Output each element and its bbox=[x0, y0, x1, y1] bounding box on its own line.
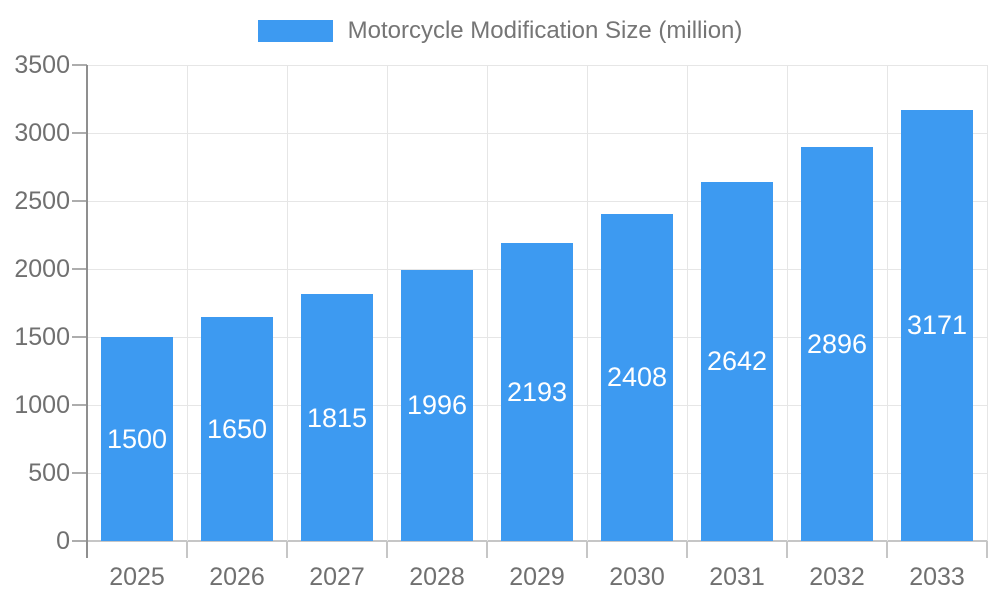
x-gridline bbox=[587, 65, 588, 541]
bar-value-label: 2193 bbox=[506, 376, 568, 407]
bar-value-label: 1996 bbox=[406, 390, 468, 421]
x-gridline bbox=[787, 65, 788, 541]
y-tick-label: 1000 bbox=[14, 391, 70, 419]
x-gridline bbox=[687, 65, 688, 541]
x-gridline bbox=[887, 65, 888, 541]
x-axis-tick bbox=[386, 541, 388, 558]
y-axis-line bbox=[86, 65, 88, 558]
bar bbox=[101, 337, 173, 541]
legend-swatch bbox=[257, 20, 333, 42]
y-tick-label: 2500 bbox=[14, 187, 70, 215]
x-tick-label: 2025 bbox=[109, 563, 165, 591]
bar-value-label: 1815 bbox=[306, 402, 368, 433]
x-gridline bbox=[487, 65, 488, 541]
y-axis-tick bbox=[72, 268, 87, 270]
x-axis-tick bbox=[286, 541, 288, 558]
bar-value-label: 1650 bbox=[206, 413, 268, 444]
x-axis-tick bbox=[586, 541, 588, 558]
bar bbox=[601, 213, 673, 541]
x-gridline bbox=[387, 65, 388, 541]
x-tick-label: 2031 bbox=[709, 563, 765, 591]
bar-value-label: 2408 bbox=[606, 362, 668, 393]
y-axis-tick bbox=[72, 64, 87, 66]
x-tick-label: 2029 bbox=[509, 563, 565, 591]
chart-legend: Motorcycle Modification Size (million) bbox=[0, 17, 1000, 45]
bar-value-label: 1500 bbox=[106, 424, 168, 454]
y-axis-tick bbox=[72, 132, 87, 134]
y-tick-label: 3000 bbox=[14, 119, 70, 147]
x-tick-label: 2033 bbox=[909, 563, 965, 591]
y-axis-tick bbox=[72, 472, 87, 474]
y-tick-label: 500 bbox=[28, 459, 70, 487]
bar bbox=[401, 269, 473, 541]
x-tick-label: 2027 bbox=[309, 563, 365, 591]
x-gridline bbox=[287, 65, 288, 541]
x-tick-label: 2032 bbox=[809, 563, 865, 591]
y-gridline bbox=[87, 65, 987, 66]
legend-label: Motorcycle Modification Size (million) bbox=[347, 17, 743, 44]
x-axis-tick bbox=[886, 541, 888, 558]
bar bbox=[701, 181, 773, 541]
y-axis-tick bbox=[72, 540, 87, 542]
x-axis-baseline bbox=[87, 540, 987, 542]
bar bbox=[801, 147, 873, 541]
y-tick-label: 3500 bbox=[14, 51, 70, 79]
bar bbox=[301, 294, 373, 541]
x-axis-tick bbox=[186, 541, 188, 558]
bar bbox=[501, 242, 573, 541]
x-gridline bbox=[187, 65, 188, 541]
y-gridline bbox=[87, 133, 987, 134]
y-axis-tick bbox=[72, 336, 87, 338]
x-axis-tick bbox=[486, 541, 488, 558]
y-tick-label: 1500 bbox=[14, 323, 70, 351]
x-tick-label: 2028 bbox=[409, 563, 465, 591]
y-gridline bbox=[87, 201, 987, 202]
bar bbox=[901, 109, 973, 541]
y-axis-tick bbox=[72, 404, 87, 406]
x-axis-tick bbox=[686, 541, 688, 558]
x-tick-label: 2030 bbox=[609, 563, 665, 591]
y-tick-label: 0 bbox=[56, 527, 70, 555]
x-tick-label: 2026 bbox=[209, 563, 265, 591]
bar bbox=[201, 316, 273, 541]
x-axis-tick bbox=[986, 541, 988, 558]
y-axis-tick bbox=[72, 200, 87, 202]
bar-value-label: 2896 bbox=[806, 329, 868, 360]
bar-value-label: 3171 bbox=[906, 310, 968, 341]
x-axis-tick bbox=[786, 541, 788, 558]
bar-value-label: 2642 bbox=[706, 346, 768, 377]
x-gridline bbox=[987, 65, 988, 541]
y-tick-label: 2000 bbox=[14, 255, 70, 283]
